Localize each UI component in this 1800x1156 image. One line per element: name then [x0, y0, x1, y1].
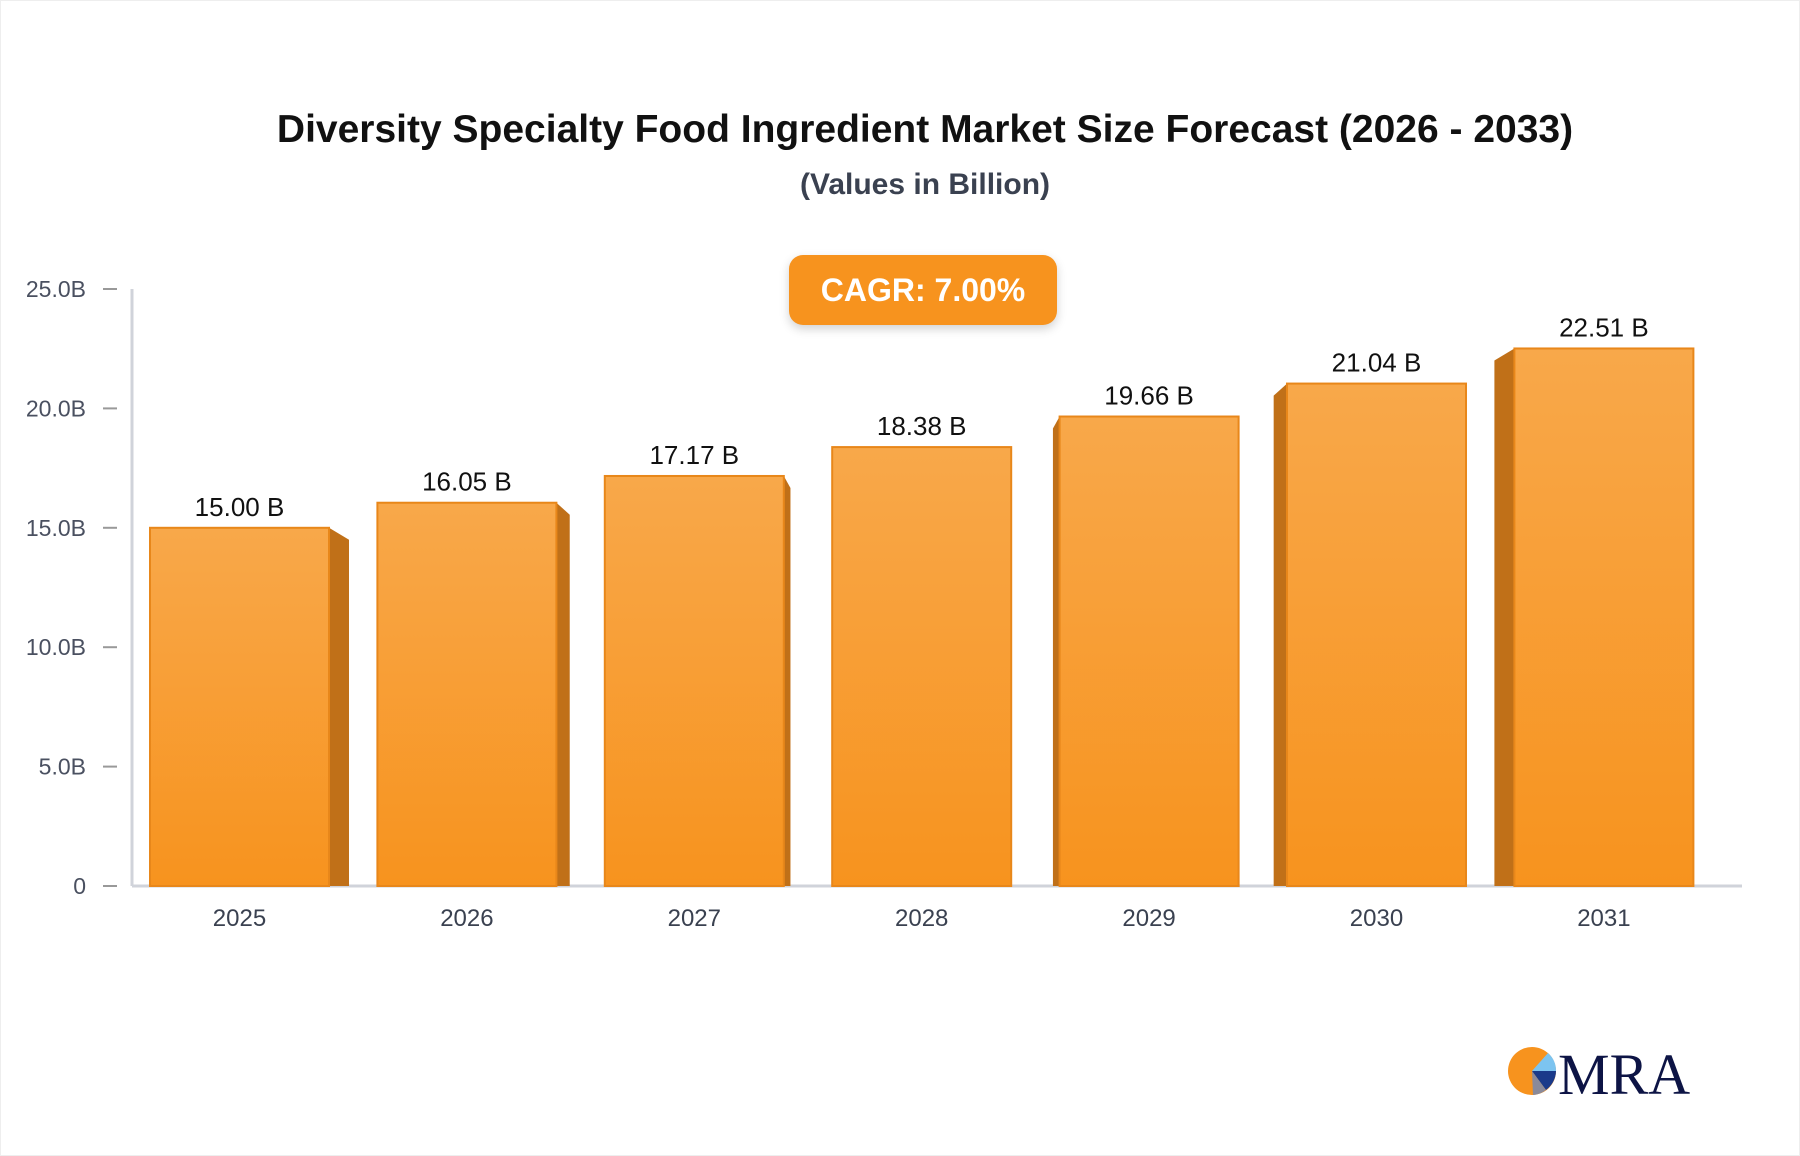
x-tick-label: 2027 [668, 905, 721, 932]
y-tick-label: 5.0B [39, 754, 86, 780]
y-tick-label: 0 [73, 873, 86, 899]
bar-2031 [1513, 347, 1695, 888]
bar-2026 [376, 501, 558, 887]
x-tick-label: 2028 [895, 905, 948, 932]
bar-side [1494, 348, 1515, 887]
cagr-badge: CAGR: 7.00% [789, 255, 1057, 325]
x-tick-label: 2026 [440, 905, 493, 932]
data-label: 17.17 B [649, 440, 739, 470]
bar-side [1052, 416, 1060, 886]
chart-title: Diversity Specialty Food Ingredient Mark… [276, 108, 1574, 151]
logo-pie-icon: MRA [1508, 1042, 1690, 1100]
data-label: 18.38 B [877, 411, 967, 441]
bar-side [1273, 383, 1287, 886]
bar-2027 [603, 474, 785, 887]
chart-subtitle: (Values in Billion) [799, 168, 1051, 201]
data-label: 16.05 B [422, 467, 512, 497]
bar-2030 [1286, 382, 1467, 887]
data-label: 22.51 B [1559, 312, 1649, 342]
y-tick-label: 15.0B [26, 515, 86, 541]
logo-text: MRA [1558, 1042, 1690, 1100]
data-label: 15.00 B [195, 492, 285, 522]
data-label: 19.66 B [1104, 381, 1194, 411]
bar-side [329, 527, 349, 886]
y-tick-label: 10.0B [26, 634, 86, 660]
x-tick-label: 2030 [1350, 905, 1403, 932]
x-tick-label: 2029 [1122, 905, 1175, 932]
bar-side [556, 502, 570, 886]
bar-2025 [149, 526, 330, 887]
data-label: 21.04 B [1332, 348, 1422, 378]
y-tick-label: 25.0B [26, 276, 86, 302]
mra-logo: MRA [1506, 1042, 1696, 1100]
x-tick-label: 2025 [213, 905, 266, 932]
y-tick-label: 20.0B [26, 395, 86, 421]
x-tick-label: 2031 [1577, 905, 1630, 932]
bar-side [783, 475, 791, 886]
bar-2028 [831, 446, 1013, 887]
bar-2029 [1058, 415, 1240, 887]
